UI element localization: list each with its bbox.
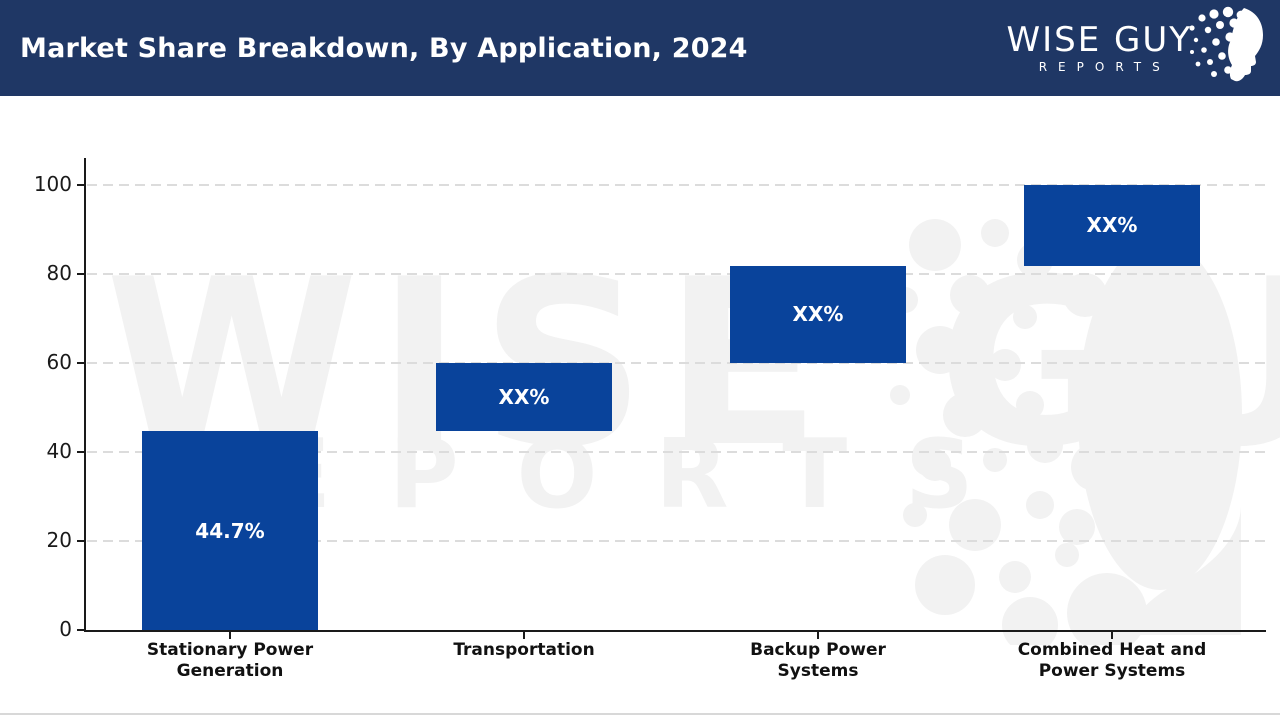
x-category-label-1: Transportation	[453, 640, 595, 660]
y-axis-line	[84, 158, 86, 632]
bar-transportation: XX%	[436, 363, 612, 432]
x-tick-0	[229, 632, 231, 639]
y-tick-60	[77, 362, 85, 364]
y-tick-label-0: 0	[59, 617, 72, 641]
bar-value-label: XX%	[792, 302, 844, 327]
wise-guy-reports-logo: WISE GUY REPORTS	[1006, 6, 1280, 90]
x-category-label-3: Combined Heat and Power Systems	[1017, 640, 1207, 681]
gridline-20	[87, 540, 1266, 542]
logo-subtitle: REPORTS	[1038, 59, 1171, 74]
bar-value-label: XX%	[1086, 213, 1138, 238]
dotted-face-icon	[1189, 6, 1266, 90]
y-tick-80	[77, 273, 85, 275]
bar-value-label: 44.7%	[195, 518, 265, 543]
gridline-40	[87, 451, 1266, 453]
x-axis-line	[84, 630, 1266, 632]
y-tick-100	[77, 184, 85, 186]
bar-stationary-power-generation: 44.7%	[142, 431, 318, 630]
y-tick-label-60: 60	[46, 350, 72, 374]
y-tick-0	[77, 629, 85, 631]
gridline-60	[87, 362, 1266, 364]
x-category-label-0: Stationary Power Generation	[146, 640, 314, 681]
y-tick-label-100: 100	[33, 172, 72, 196]
header-bar: Market Share Breakdown, By Application, …	[0, 0, 1280, 96]
x-category-label-2: Backup Power Systems	[750, 640, 886, 681]
y-tick-label-20: 20	[46, 528, 72, 552]
y-tick-40	[77, 451, 85, 453]
watermark-dotted-face	[845, 205, 1245, 653]
x-tick-1	[523, 632, 525, 639]
bar-combined-heat-and-power-systems: XX%	[1024, 185, 1200, 266]
gridline-100	[87, 184, 1266, 186]
bar-backup-power-systems: XX%	[730, 265, 906, 363]
page-title: Market Share Breakdown, By Application, …	[20, 32, 748, 64]
y-tick-label-80: 80	[46, 261, 72, 285]
y-tick-label-40: 40	[46, 439, 72, 463]
gridline-80	[87, 273, 1266, 275]
y-tick-20	[77, 540, 85, 542]
logo-wordmark: WISE GUY	[1006, 19, 1192, 60]
x-tick-2	[817, 632, 819, 639]
bar-value-label: XX%	[498, 385, 550, 410]
logo-text: WISE GUY REPORTS	[1006, 23, 1192, 74]
bottom-divider	[0, 713, 1280, 715]
x-tick-3	[1111, 632, 1113, 639]
